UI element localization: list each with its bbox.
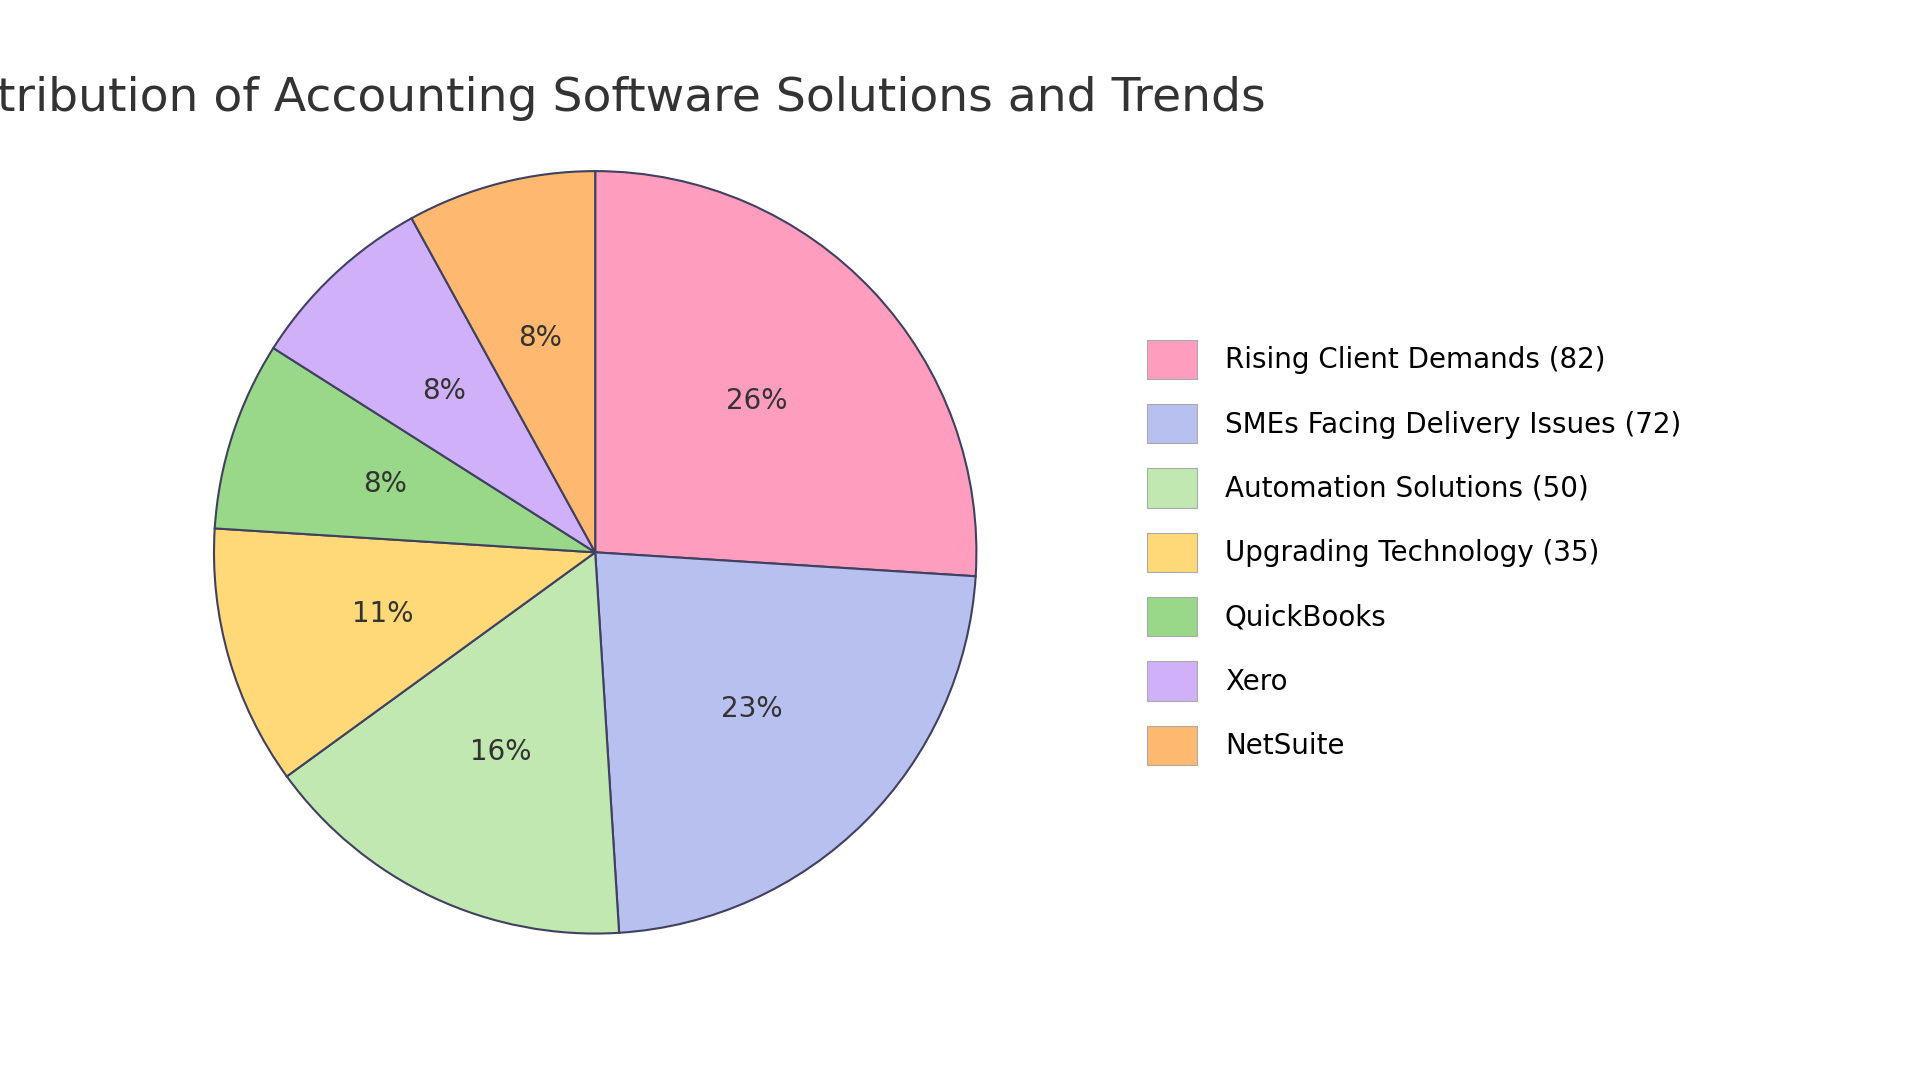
Wedge shape bbox=[411, 171, 595, 552]
Wedge shape bbox=[213, 529, 595, 777]
Wedge shape bbox=[595, 552, 975, 932]
Wedge shape bbox=[215, 348, 595, 552]
Wedge shape bbox=[286, 552, 618, 934]
Text: 8%: 8% bbox=[422, 377, 467, 405]
Legend: Rising Client Demands (82), SMEs Facing Delivery Issues (72), Automation Solutio: Rising Client Demands (82), SMEs Facing … bbox=[1133, 326, 1695, 779]
Wedge shape bbox=[273, 219, 595, 552]
Text: 16%: 16% bbox=[470, 739, 532, 767]
Text: Distribution of Accounting Software Solutions and Trends: Distribution of Accounting Software Solu… bbox=[0, 76, 1265, 121]
Text: 11%: 11% bbox=[351, 600, 413, 628]
Wedge shape bbox=[595, 171, 977, 576]
Text: 8%: 8% bbox=[363, 470, 407, 498]
Text: 23%: 23% bbox=[720, 694, 781, 722]
Text: 8%: 8% bbox=[518, 324, 563, 352]
Text: 26%: 26% bbox=[726, 387, 787, 415]
